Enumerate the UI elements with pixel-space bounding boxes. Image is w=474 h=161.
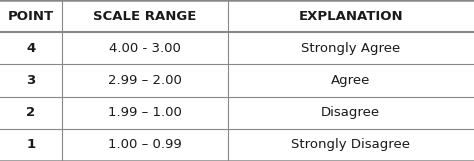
Text: POINT: POINT bbox=[8, 10, 54, 23]
Text: Strongly Disagree: Strongly Disagree bbox=[291, 138, 410, 151]
Text: 4: 4 bbox=[26, 42, 36, 55]
Text: EXPLANATION: EXPLANATION bbox=[299, 10, 403, 23]
Text: 3: 3 bbox=[26, 74, 36, 87]
Text: Agree: Agree bbox=[331, 74, 371, 87]
Text: Disagree: Disagree bbox=[321, 106, 380, 119]
Text: 2.99 – 2.00: 2.99 – 2.00 bbox=[108, 74, 182, 87]
Text: 2: 2 bbox=[26, 106, 36, 119]
Text: 1: 1 bbox=[26, 138, 36, 151]
Text: 1.99 – 1.00: 1.99 – 1.00 bbox=[108, 106, 182, 119]
Text: 4.00 - 3.00: 4.00 - 3.00 bbox=[109, 42, 181, 55]
Text: Strongly Agree: Strongly Agree bbox=[301, 42, 401, 55]
Text: SCALE RANGE: SCALE RANGE bbox=[93, 10, 196, 23]
Text: 1.00 – 0.99: 1.00 – 0.99 bbox=[108, 138, 182, 151]
